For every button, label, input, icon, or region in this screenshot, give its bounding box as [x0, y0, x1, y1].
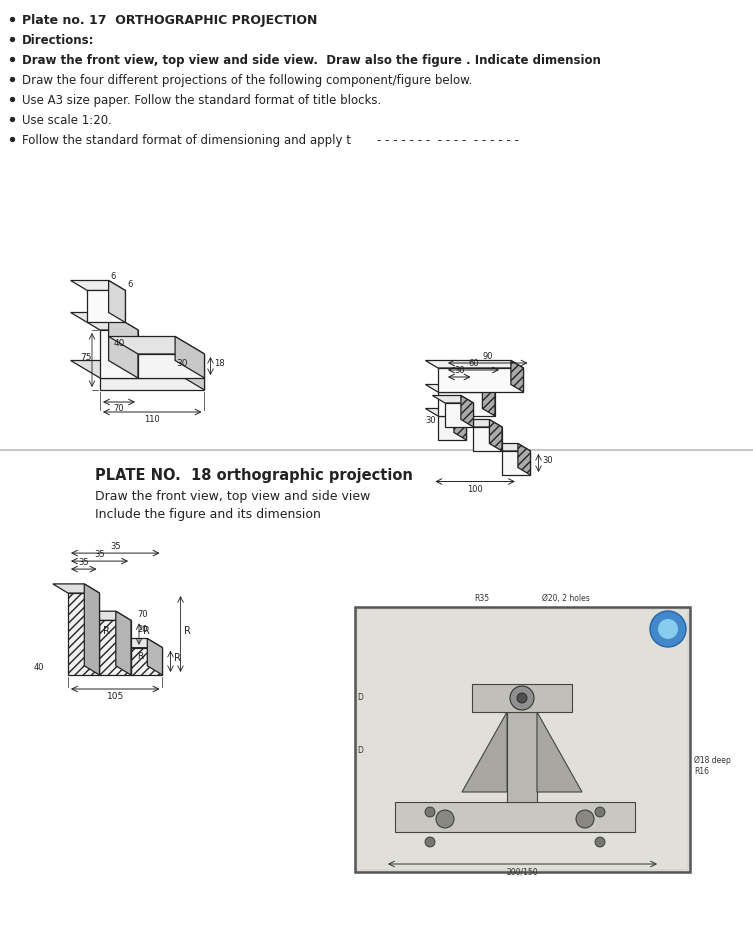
Bar: [358, 610, 687, 869]
Polygon shape: [138, 354, 205, 378]
Polygon shape: [461, 419, 502, 427]
Polygon shape: [175, 361, 205, 390]
Polygon shape: [131, 647, 163, 675]
Circle shape: [595, 837, 605, 847]
Polygon shape: [454, 408, 467, 440]
Polygon shape: [445, 403, 474, 427]
Polygon shape: [100, 378, 205, 390]
Text: D: D: [357, 693, 363, 702]
Bar: [507, 712, 537, 802]
Text: Follow the standard format of dimensioning and apply t: Follow the standard format of dimensioni…: [22, 134, 351, 147]
Text: PLATE NO.  18 orthographic projection: PLATE NO. 18 orthographic projection: [95, 468, 413, 483]
Polygon shape: [108, 337, 205, 354]
Text: 35: 35: [110, 542, 120, 551]
Text: 35: 35: [78, 558, 89, 567]
Polygon shape: [425, 361, 523, 368]
Text: 40: 40: [34, 663, 44, 672]
Text: 75: 75: [81, 353, 92, 362]
Polygon shape: [474, 427, 502, 451]
Text: Ø20, 2 holes: Ø20, 2 holes: [542, 594, 590, 603]
Polygon shape: [108, 312, 138, 378]
Polygon shape: [425, 408, 467, 416]
Text: Include the figure and its dimension: Include the figure and its dimension: [95, 508, 321, 521]
Polygon shape: [53, 584, 99, 593]
Text: 30: 30: [176, 359, 187, 368]
Polygon shape: [438, 416, 467, 440]
Polygon shape: [502, 451, 531, 475]
Polygon shape: [175, 337, 205, 378]
Text: R: R: [137, 652, 143, 661]
Polygon shape: [489, 444, 531, 451]
Circle shape: [517, 693, 527, 703]
Text: Ø18 deep
R16: Ø18 deep R16: [694, 756, 730, 776]
Text: 60: 60: [468, 359, 479, 368]
Polygon shape: [461, 395, 474, 427]
Polygon shape: [462, 712, 507, 792]
Text: R: R: [103, 626, 111, 636]
Text: 6: 6: [127, 280, 133, 289]
Polygon shape: [438, 368, 523, 392]
Circle shape: [650, 611, 686, 647]
Text: 110: 110: [145, 415, 160, 424]
Polygon shape: [432, 395, 474, 403]
Text: Use A3 size paper. Follow the standard format of title blocks.: Use A3 size paper. Follow the standard f…: [22, 94, 381, 107]
Polygon shape: [71, 281, 126, 290]
Polygon shape: [438, 392, 495, 416]
Text: Draw the front view, top view and side view.  Draw also the figure . Indicate di: Draw the front view, top view and side v…: [22, 54, 601, 67]
Polygon shape: [84, 611, 131, 620]
Text: Directions:: Directions:: [22, 34, 94, 47]
Text: Draw the four different projections of the following component/figure below.: Draw the four different projections of t…: [22, 74, 472, 87]
Text: R: R: [184, 626, 191, 636]
Text: D: D: [357, 746, 363, 755]
Polygon shape: [116, 639, 163, 647]
Text: - - - - - - -  - - - -  - - - - - -: - - - - - - - - - - - - - - - - -: [377, 134, 519, 147]
Circle shape: [425, 837, 435, 847]
Circle shape: [436, 810, 454, 828]
Polygon shape: [100, 330, 138, 378]
Text: 100: 100: [468, 485, 483, 494]
Polygon shape: [68, 593, 99, 675]
Polygon shape: [116, 611, 131, 675]
Polygon shape: [148, 639, 163, 675]
Text: 200/150: 200/150: [506, 867, 538, 876]
Polygon shape: [425, 384, 495, 392]
Circle shape: [510, 686, 534, 710]
Polygon shape: [483, 384, 495, 416]
Text: 30: 30: [425, 417, 436, 425]
Text: 35: 35: [94, 551, 105, 559]
Polygon shape: [518, 444, 531, 475]
Polygon shape: [537, 712, 582, 792]
Text: R: R: [175, 654, 181, 663]
Circle shape: [576, 810, 594, 828]
Polygon shape: [511, 361, 523, 392]
Polygon shape: [489, 419, 502, 451]
Text: 6: 6: [111, 272, 116, 281]
Text: 90: 90: [483, 352, 493, 361]
Circle shape: [425, 807, 435, 817]
Polygon shape: [395, 802, 635, 832]
Circle shape: [658, 619, 678, 639]
Text: R: R: [143, 626, 150, 636]
Bar: [355, 607, 690, 872]
Text: R35: R35: [474, 594, 489, 603]
Polygon shape: [71, 312, 138, 330]
Text: 20: 20: [137, 625, 148, 634]
Polygon shape: [108, 281, 126, 323]
Text: 70: 70: [137, 610, 148, 619]
Polygon shape: [99, 620, 131, 675]
Text: 105: 105: [107, 692, 124, 701]
Text: 40: 40: [113, 339, 125, 348]
Text: Use scale 1:20.: Use scale 1:20.: [22, 114, 112, 127]
Text: 30: 30: [542, 456, 553, 465]
Text: 18: 18: [215, 359, 225, 368]
Polygon shape: [71, 361, 205, 378]
Text: Draw the front view, top view and side view: Draw the front view, top view and side v…: [95, 490, 370, 503]
Text: 70: 70: [114, 404, 124, 413]
Bar: [472, 684, 572, 712]
Circle shape: [595, 807, 605, 817]
Polygon shape: [84, 584, 99, 675]
Text: Plate no. 17  ORTHOGRAPHIC PROJECTION: Plate no. 17 ORTHOGRAPHIC PROJECTION: [22, 14, 317, 27]
Text: 30: 30: [454, 366, 465, 375]
Polygon shape: [87, 290, 126, 323]
